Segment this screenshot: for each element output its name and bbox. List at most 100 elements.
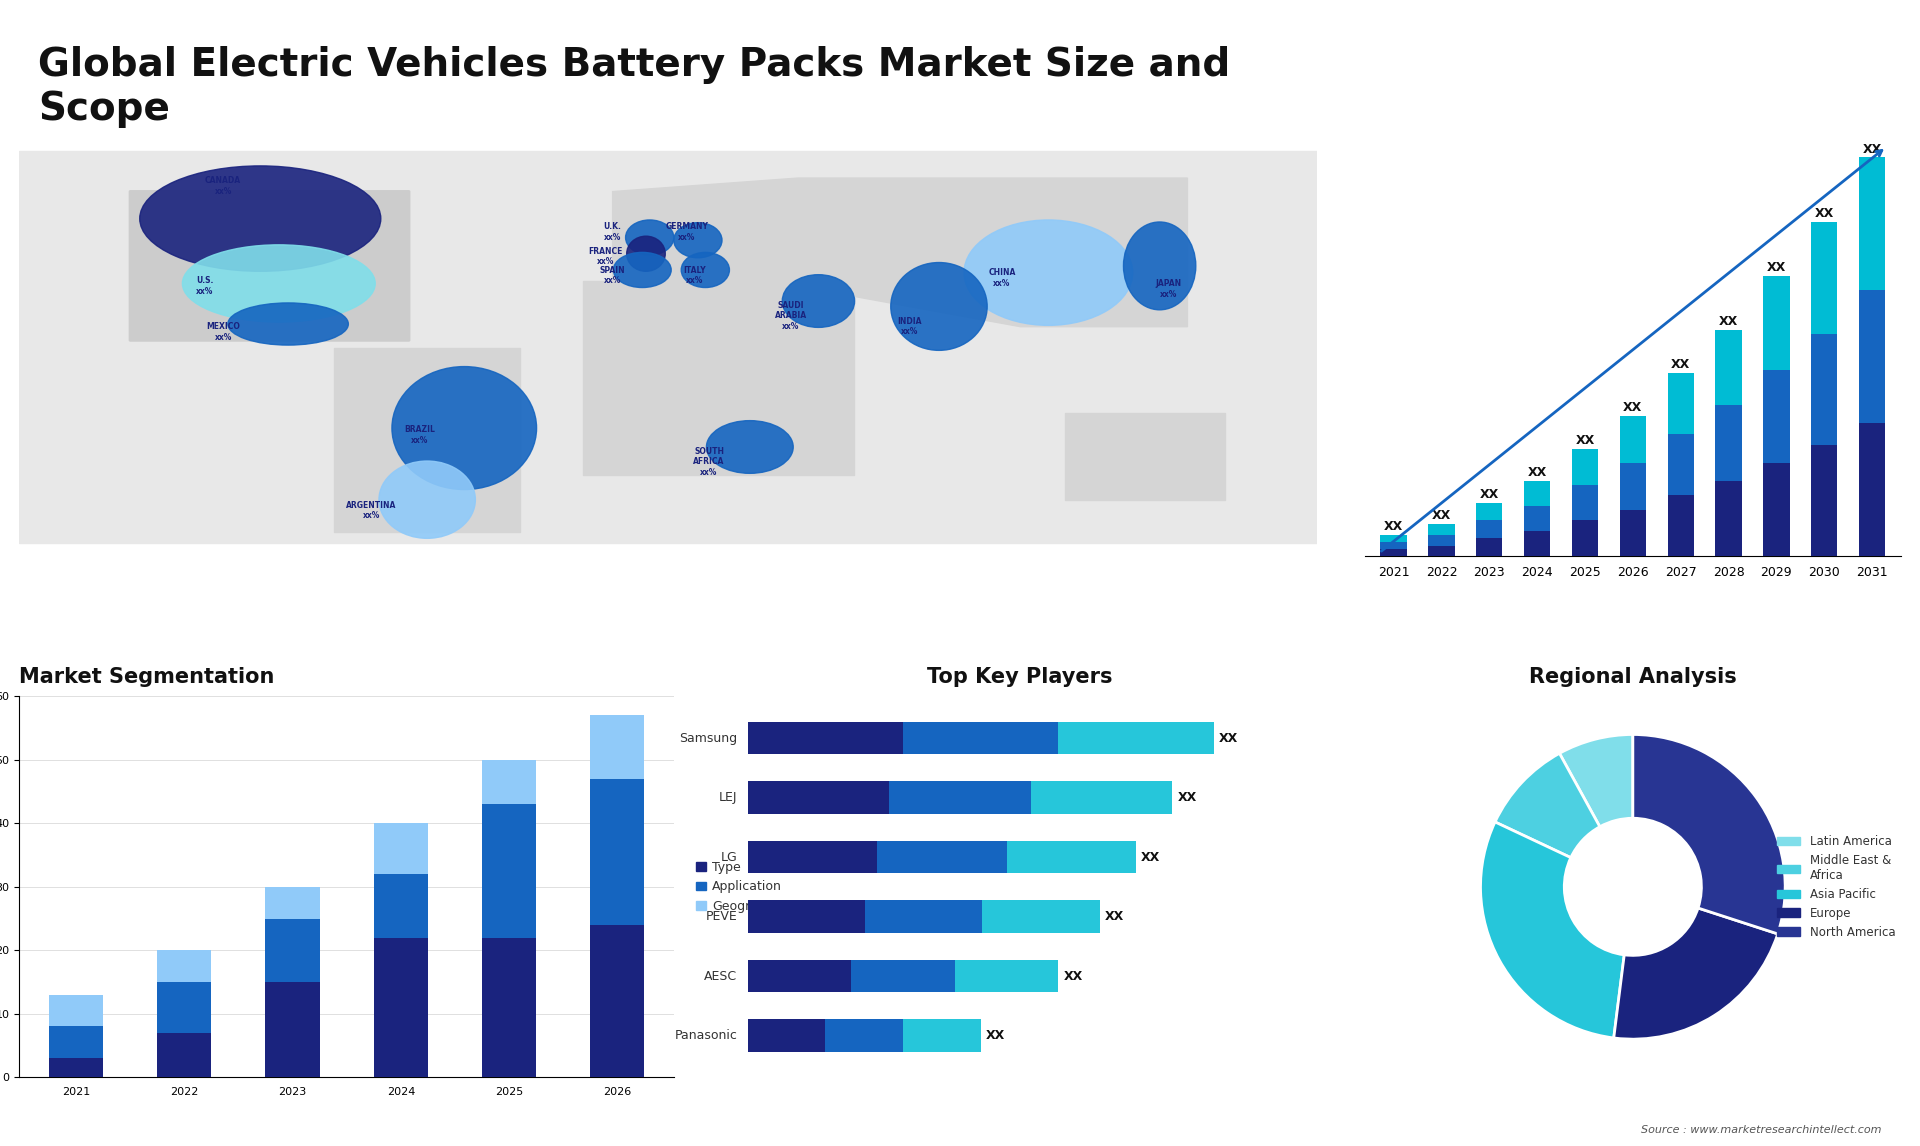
Polygon shape [334,348,520,532]
Text: Source : www.marketresearchintellect.com: Source : www.marketresearchintellect.com [1642,1124,1882,1135]
Text: XX: XX [1140,850,1160,864]
Bar [50,995,104,1027]
Text: JAPAN
xx%: JAPAN xx% [1156,280,1183,299]
Bar [482,937,536,1077]
Text: LEJ: LEJ [718,791,737,804]
Bar [1763,369,1789,463]
Bar [265,919,319,982]
Bar [1380,542,1407,549]
Text: INDIA
xx%: INDIA xx% [897,317,922,337]
Text: XX: XX [1177,791,1196,804]
Ellipse shape [378,461,476,539]
Ellipse shape [707,421,793,473]
Bar [747,722,902,754]
Text: XX: XX [1814,207,1834,220]
Title: Regional Analysis: Regional Analysis [1528,667,1738,686]
Bar [747,959,851,992]
Ellipse shape [964,220,1133,325]
Bar [1524,532,1549,557]
Bar [1859,424,1885,557]
Bar [1763,463,1789,557]
Ellipse shape [891,262,987,351]
Bar [1380,549,1407,557]
Text: XX: XX [1106,910,1125,923]
Text: Panasonic: Panasonic [674,1029,737,1042]
Text: Global Electric Vehicles Battery Packs Market Size and
Scope: Global Electric Vehicles Battery Packs M… [38,46,1231,128]
Bar [1006,841,1137,873]
Bar [889,782,1031,814]
Bar [1715,406,1741,481]
Bar [374,874,428,937]
Text: XX: XX [1384,520,1404,533]
Bar [1572,448,1597,485]
Bar [157,950,211,982]
Bar [1811,333,1837,445]
Bar [374,937,428,1077]
Text: XX: XX [1219,731,1238,745]
Bar [50,1027,104,1058]
Text: XX: XX [1766,261,1786,274]
Text: XX: XX [1670,359,1690,371]
Polygon shape [584,281,854,476]
Ellipse shape [626,236,664,272]
Bar [1428,535,1455,545]
Legend: Latin America, Middle East &
Africa, Asia Pacific, Europe, North America: Latin America, Middle East & Africa, Asi… [1772,831,1901,943]
Text: ARGENTINA
xx%: ARGENTINA xx% [346,501,397,520]
Text: PEVE: PEVE [707,910,737,923]
Text: AESC: AESC [705,970,737,982]
Bar [954,959,1058,992]
Bar [902,722,1058,754]
Ellipse shape [682,252,730,288]
Bar [1428,524,1455,535]
Bar [1476,503,1503,520]
Bar [157,1033,211,1077]
Ellipse shape [228,303,348,345]
Text: SPAIN
xx%: SPAIN xx% [599,266,626,285]
Bar [902,1019,981,1052]
Bar [877,841,1006,873]
Bar [1859,290,1885,424]
Text: XX: XX [985,1029,1006,1042]
Legend: Type, Application, Geography: Type, Application, Geography [693,858,785,915]
Text: U.K.
xx%: U.K. xx% [603,222,622,242]
Text: FRANCE
xx%: FRANCE xx% [588,246,622,266]
Bar [50,1058,104,1077]
Bar [747,782,889,814]
Text: XX: XX [1622,401,1642,415]
Bar [265,887,319,919]
Text: MEXICO
xx%: MEXICO xx% [205,322,240,342]
Wedge shape [1496,753,1599,857]
Bar [1031,782,1173,814]
Ellipse shape [140,166,380,272]
Bar [851,959,954,992]
Bar [1715,330,1741,406]
Ellipse shape [1123,222,1196,309]
Bar [1428,545,1455,557]
Bar [1811,445,1837,557]
Bar [747,1019,826,1052]
Bar [1524,507,1549,532]
Bar [1380,535,1407,542]
Bar [1620,463,1645,510]
Bar [747,841,877,873]
Bar [374,823,428,874]
Bar [1763,276,1789,369]
Text: XX: XX [1718,315,1738,328]
Bar [1811,222,1837,333]
Bar [983,901,1100,933]
Title: Top Key Players: Top Key Players [927,667,1112,686]
Text: XX: XX [1432,509,1452,523]
Bar [589,925,645,1077]
Bar [589,779,645,925]
Bar [1620,510,1645,557]
Polygon shape [612,178,1187,327]
Text: XX: XX [1576,434,1596,447]
Bar [1476,520,1503,539]
Ellipse shape [781,275,854,328]
Bar [1524,481,1549,507]
Text: LG: LG [720,850,737,864]
Bar [1715,481,1741,557]
Polygon shape [1066,414,1225,500]
Wedge shape [1632,735,1786,934]
Text: XX: XX [1862,142,1882,156]
